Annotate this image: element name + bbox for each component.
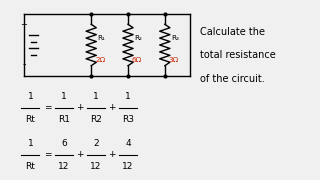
Text: 1: 1 — [93, 92, 99, 101]
Text: 6: 6 — [61, 139, 67, 148]
Text: 3Ω: 3Ω — [169, 57, 179, 63]
Text: 6Ω: 6Ω — [132, 57, 142, 63]
Text: +: + — [76, 103, 84, 112]
Text: 12: 12 — [58, 162, 70, 171]
Text: 2Ω: 2Ω — [95, 57, 105, 63]
Text: 12: 12 — [90, 162, 102, 171]
Text: Calculate the: Calculate the — [200, 27, 265, 37]
Text: R₃: R₃ — [171, 35, 179, 41]
Text: +: + — [108, 103, 116, 112]
Text: 1: 1 — [28, 92, 33, 101]
Text: +: + — [20, 20, 28, 29]
Text: 1: 1 — [125, 92, 131, 101]
Text: 1: 1 — [28, 139, 33, 148]
Text: total resistance: total resistance — [200, 50, 276, 60]
Text: +: + — [76, 150, 84, 159]
Text: =: = — [44, 103, 51, 112]
Text: R₁: R₁ — [98, 35, 106, 41]
Text: +: + — [108, 150, 116, 159]
Text: of the circuit.: of the circuit. — [200, 74, 265, 84]
Text: -: - — [22, 59, 26, 69]
Text: R₂: R₂ — [134, 35, 142, 41]
Text: R3: R3 — [122, 115, 134, 124]
Text: Rt: Rt — [26, 115, 35, 124]
Text: 1: 1 — [61, 92, 67, 101]
Text: 2: 2 — [93, 139, 99, 148]
Text: R2: R2 — [90, 115, 102, 124]
Text: Rt: Rt — [26, 162, 35, 171]
Text: =: = — [44, 150, 51, 159]
Text: 4: 4 — [125, 139, 131, 148]
Text: R1: R1 — [58, 115, 70, 124]
Text: 12: 12 — [122, 162, 134, 171]
